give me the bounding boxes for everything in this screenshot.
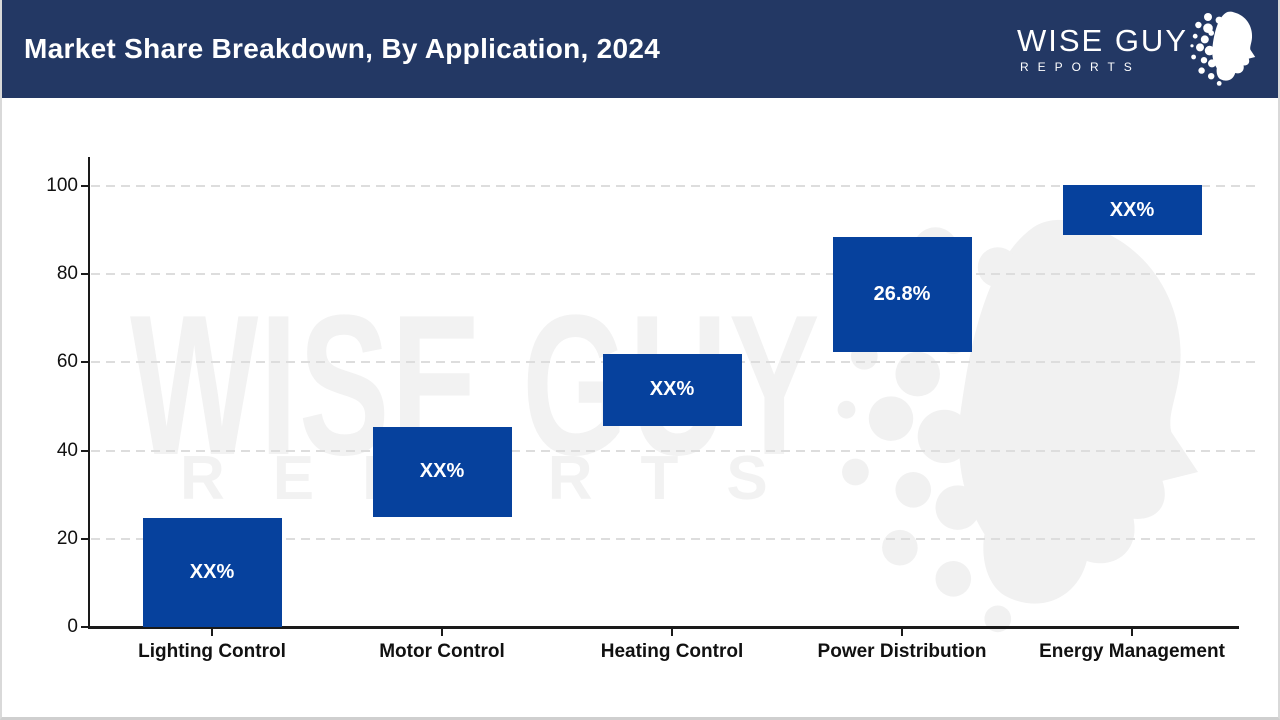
bar-energy-management: XX%: [1062, 185, 1202, 236]
bar-value-label-energy-management: XX%: [1109, 198, 1155, 221]
x-label-heating-control: Heating Control: [600, 641, 744, 662]
brand-logo: WISE GUY REPORTS: [1017, 9, 1264, 89]
page-title: Market Share Breakdown, By Application, …: [24, 33, 661, 64]
y-tick-label-20: 20: [56, 527, 78, 549]
y-tick-label-60: 60: [56, 351, 78, 373]
bar-lighting-control: XX%: [142, 518, 282, 627]
y-tick-label-0: 0: [67, 616, 78, 637]
gridline-100: [91, 185, 1255, 187]
bar-value-label-power-distribution: 26.8%: [873, 282, 931, 305]
bar-motor-control: XX%: [372, 427, 512, 517]
y-tick-label-100: 100: [46, 175, 78, 196]
x-label-motor-control: Motor Control: [379, 641, 505, 662]
bar-value-label-motor-control: XX%: [419, 460, 465, 483]
x-label-energy-management: Energy Management: [1039, 641, 1225, 662]
bar-heating-control: XX%: [602, 354, 742, 426]
gridline-40: [91, 449, 1255, 452]
x-axis-line: [88, 626, 1239, 629]
x-label-lighting-control: Lighting Control: [138, 641, 286, 662]
dotted-face-icon: [1190, 11, 1256, 86]
brand-name: WISE GUY: [1016, 22, 1188, 58]
x-tick-lighting-control: [211, 627, 213, 636]
y-tick-0: [81, 626, 90, 628]
header: Market Share Breakdown, By Application, …: [2, 0, 1278, 98]
x-tick-power-distribution: [901, 627, 903, 636]
y-axis-line: [88, 157, 90, 629]
bar-value-label-heating-control: XX%: [649, 378, 695, 401]
x-tick-motor-control: [441, 627, 443, 636]
gridline-20: [91, 537, 1255, 540]
y-tick-20: [81, 537, 90, 540]
y-tick-100: [81, 185, 90, 187]
y-tick-40: [81, 449, 90, 452]
y-tick-80: [81, 273, 90, 276]
x-label-power-distribution: Power Distribution: [817, 641, 987, 662]
brand-subname: REPORTS: [1019, 59, 1141, 74]
y-tick-label-80: 80: [56, 263, 78, 285]
y-tick-label-40: 40: [56, 439, 78, 461]
bar-power-distribution: 26.8%: [832, 236, 972, 353]
bar-value-label-lighting-control: XX%: [189, 561, 235, 584]
y-tick-60: [81, 361, 90, 364]
x-tick-energy-management: [1131, 627, 1133, 636]
gridline-80: [91, 273, 1255, 276]
x-tick-heating-control: [671, 627, 673, 636]
